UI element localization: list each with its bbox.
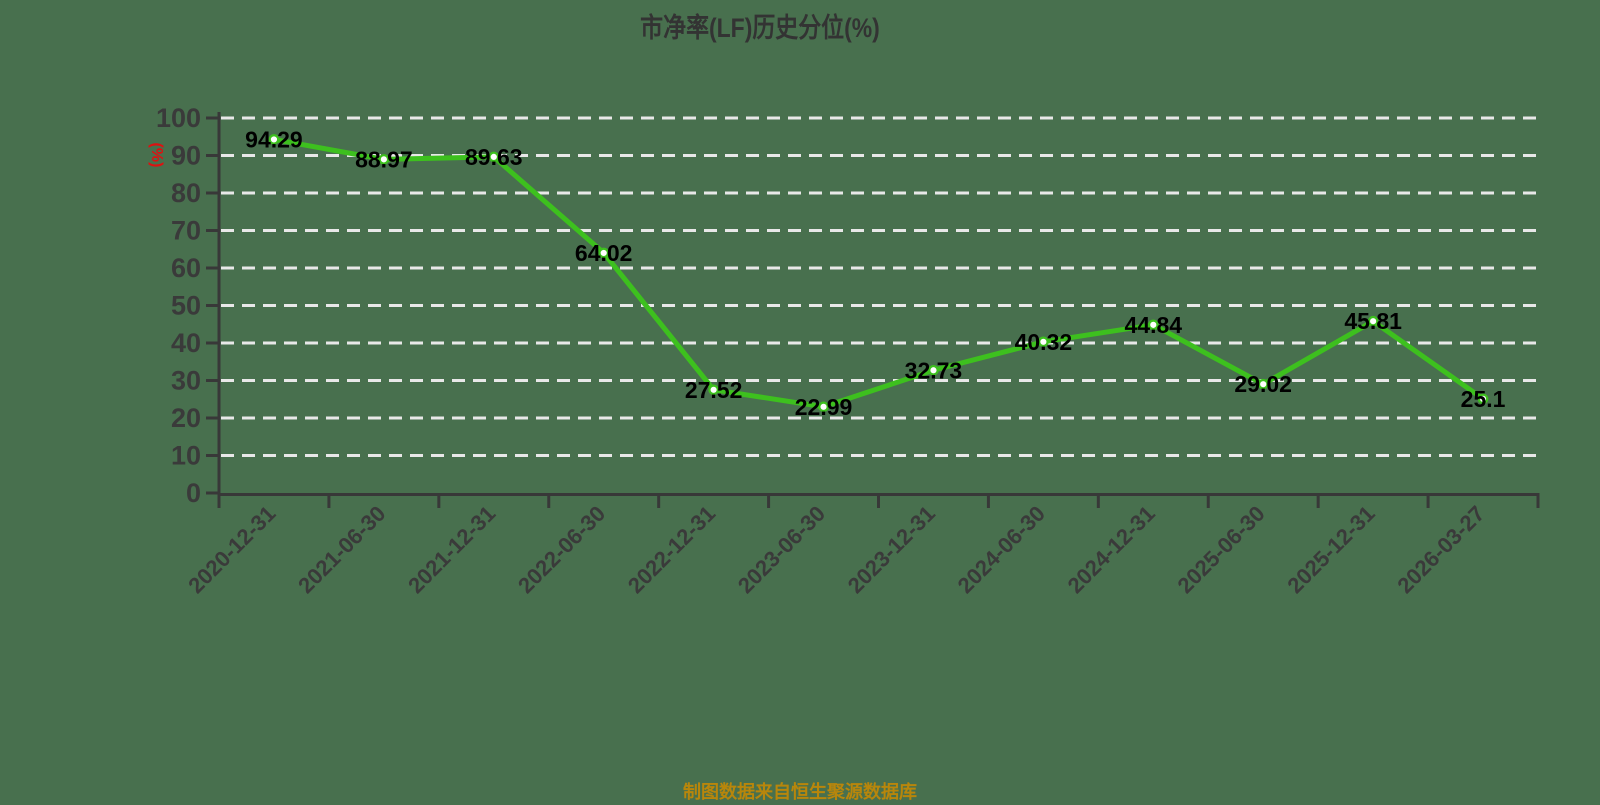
x-tick-label: 2023-12-31 bbox=[843, 501, 940, 598]
value-label: 94.29 bbox=[245, 126, 303, 152]
y-tick-label: 100 bbox=[156, 103, 201, 133]
series-line bbox=[271, 136, 1486, 410]
data-point-marker bbox=[928, 364, 939, 376]
x-tick-label: 2020-12-31 bbox=[183, 501, 280, 598]
value-label: 22.99 bbox=[795, 394, 853, 420]
y-tick-label: 10 bbox=[171, 441, 201, 471]
x-tick-label: 2023-06-30 bbox=[733, 501, 830, 598]
data-point-marker bbox=[488, 151, 500, 163]
y-tick-label: 20 bbox=[171, 403, 201, 433]
data-point-marker bbox=[1367, 315, 1379, 327]
value-label: 45.81 bbox=[1344, 308, 1402, 334]
data-point-marker bbox=[598, 247, 610, 259]
y-tick-label: 40 bbox=[171, 328, 201, 358]
data-point-marker bbox=[1038, 336, 1049, 348]
chart-title: 市净率(LF)历史分位(%) bbox=[640, 13, 880, 43]
value-label: 64.02 bbox=[575, 240, 633, 266]
x-tick-label: 2021-12-31 bbox=[403, 501, 500, 598]
data-point-marker bbox=[1477, 393, 1489, 405]
value-label: 88.97 bbox=[355, 146, 413, 172]
y-tick-label: 50 bbox=[171, 291, 201, 321]
value-label: 40.32 bbox=[1015, 329, 1073, 355]
value-label: 25.1 bbox=[1461, 386, 1506, 412]
data-point-marker bbox=[1147, 319, 1159, 331]
x-tick-label: 2022-06-30 bbox=[513, 501, 610, 598]
x-tick-label: 2025-06-30 bbox=[1172, 501, 1269, 598]
x-tick-label: 2021-06-30 bbox=[293, 501, 390, 598]
y-axis-unit-label: (%) bbox=[148, 142, 165, 168]
data-point-marker bbox=[708, 384, 719, 396]
x-tick-label: 2024-06-30 bbox=[953, 501, 1050, 598]
value-label: 29.02 bbox=[1234, 371, 1292, 397]
value-label: 32.73 bbox=[905, 357, 963, 383]
data-point-marker bbox=[818, 401, 829, 413]
y-tick-label: 70 bbox=[171, 216, 201, 246]
y-tick-label: 80 bbox=[171, 178, 201, 208]
data-point-marker bbox=[268, 134, 280, 145]
y-tick-label: 90 bbox=[171, 141, 201, 171]
y-tick-label: 30 bbox=[171, 366, 201, 396]
value-label: 27.52 bbox=[685, 377, 743, 403]
y-tick-label: 60 bbox=[171, 253, 201, 283]
data-point-marker bbox=[378, 154, 390, 165]
x-tick-label: 2024-12-31 bbox=[1063, 501, 1160, 598]
x-tick-label: 2026-03-27 bbox=[1392, 501, 1489, 598]
y-tick-label: 0 bbox=[186, 478, 201, 508]
value-label: 44.84 bbox=[1125, 312, 1183, 338]
x-tick-label: 2025-12-31 bbox=[1282, 501, 1379, 598]
value-label: 89.63 bbox=[465, 144, 523, 170]
data-point-marker bbox=[1257, 378, 1269, 390]
source-note: 制图数据来自恒生聚源数据库 bbox=[683, 782, 917, 802]
x-tick-label: 2022-12-31 bbox=[623, 501, 720, 598]
